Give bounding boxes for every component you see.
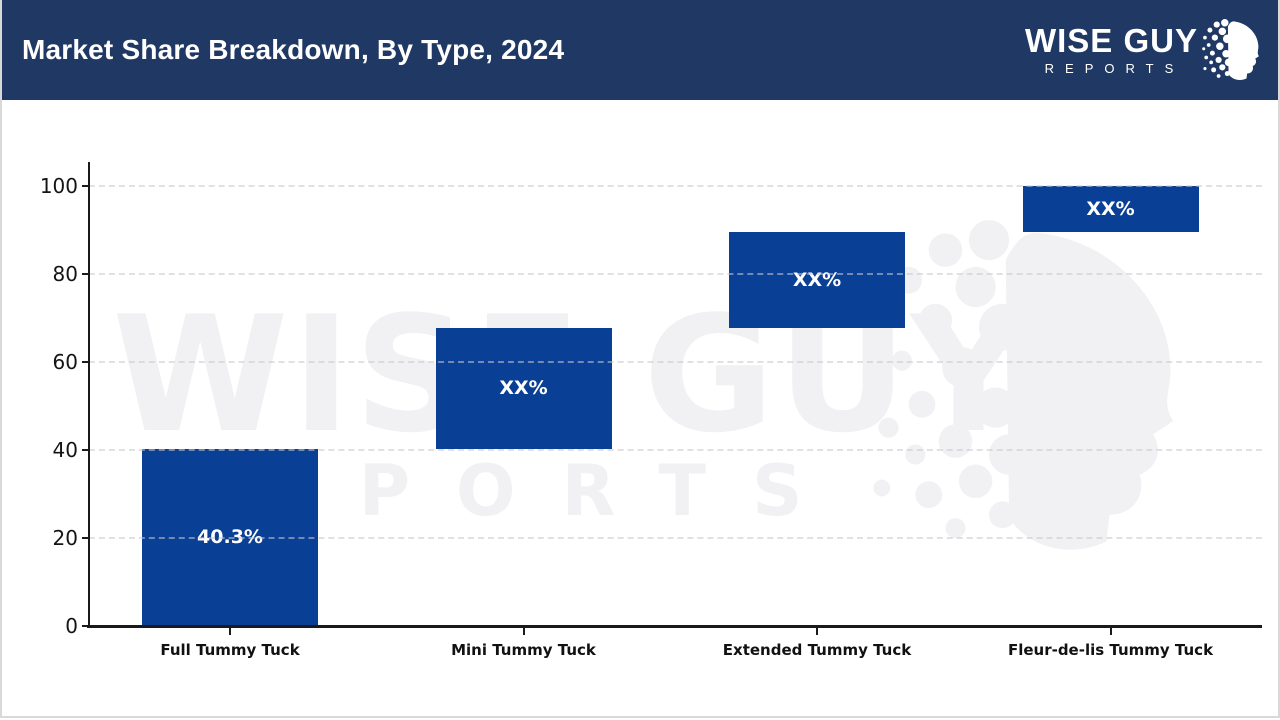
- x-category-label: Full Tummy Tuck: [160, 641, 300, 659]
- x-category-label: Extended Tummy Tuck: [722, 641, 912, 659]
- gridline: [89, 185, 1262, 187]
- x-tick-mark: [522, 628, 525, 635]
- y-tick-label: 20: [52, 526, 78, 550]
- x-category-label: Fleur-de-lis Tummy Tuck: [1007, 641, 1214, 659]
- x-tick-mark: [1109, 628, 1112, 635]
- header-bar: Market Share Breakdown, By Type, 2024 WI…: [0, 0, 1280, 100]
- gridline: [89, 361, 1262, 363]
- y-tick-label: 100: [39, 174, 78, 198]
- chart-area: WISE GUY REPORTS 40.3% XX% XX% XX% 0 20 40 60 8…: [0, 100, 1280, 720]
- x-axis-line: [87, 625, 1262, 628]
- y-tick-mark: [82, 185, 89, 187]
- bar: XX%: [1022, 186, 1199, 233]
- page-title: Market Share Breakdown, By Type, 2024: [22, 34, 565, 65]
- y-tick-mark: [82, 537, 89, 539]
- brand-name: WISE GUY: [1024, 22, 1198, 59]
- y-tick-mark: [82, 361, 89, 363]
- y-axis-line: [88, 162, 90, 628]
- bar-value-label: XX%: [1086, 198, 1135, 221]
- gridline: [89, 449, 1262, 451]
- y-tick-label: 80: [52, 262, 78, 286]
- bar: XX%: [729, 232, 905, 329]
- y-tick-label: 60: [52, 350, 78, 374]
- x-tick-mark: [229, 628, 231, 635]
- axis-layer: 0 20 40 60 80 100 Full Tummy Tuck Mini Tummy Tu…: [0, 100, 1280, 720]
- y-tick-label: 40: [52, 438, 78, 462]
- y-tick-label: 0: [65, 614, 78, 638]
- brand-logo: WISE GUY REPORTS: [1025, 6, 1262, 94]
- gridline: [89, 537, 1262, 539]
- y-tick-mark: [82, 625, 89, 627]
- x-tick-mark: [816, 628, 818, 635]
- bar: XX%: [435, 328, 612, 449]
- brand-subtitle: REPORTS: [1044, 61, 1185, 76]
- y-tick-mark: [82, 449, 89, 451]
- bar-value-label: XX%: [499, 377, 548, 400]
- brand-logo-text: WISE GUY REPORTS: [1024, 22, 1198, 77]
- grid-layer: [0, 100, 1280, 720]
- y-tick-mark: [82, 273, 89, 275]
- x-category-label: Mini Tummy Tuck: [451, 641, 596, 659]
- gridline: [89, 273, 1262, 275]
- brand-head-icon: [1202, 19, 1259, 81]
